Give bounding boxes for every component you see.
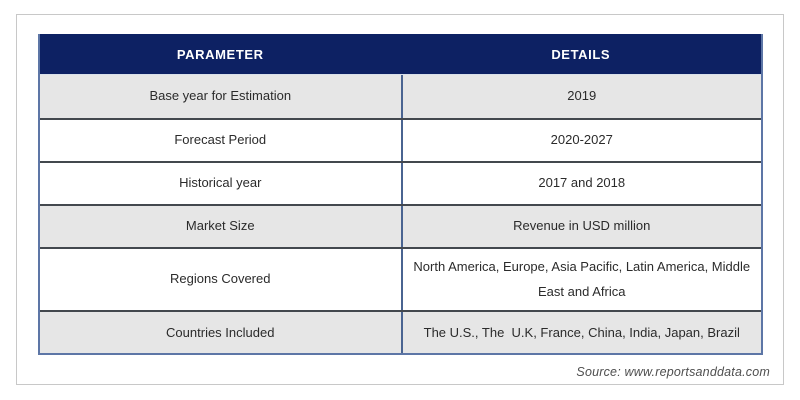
table-header-row: PARAMETER DETAILS [40, 34, 761, 75]
column-header-parameter: PARAMETER [176, 46, 264, 62]
details-cell: 2017 and 2018 [400, 163, 762, 204]
details-cell: The U.S., The U.K, France, China, India,… [400, 312, 762, 354]
report-scope-card: PARAMETER DETAILS Base year for Estimati… [16, 14, 784, 385]
details-cell: North America, Europe, Asia Pacific, Lat… [400, 249, 762, 311]
table-row: Historical year 2017 and 2018 [40, 161, 761, 204]
column-header-details: DETAILS [551, 46, 611, 62]
param-cell: Market Size [185, 218, 255, 234]
param-cell: Forecast Period [174, 132, 267, 148]
details-cell: 2020-2027 [400, 120, 762, 161]
source-caption: Source: www.reportsanddata.com [576, 365, 770, 379]
param-cell: Regions Covered [170, 271, 271, 287]
table-row: Base year for Estimation 2019 [40, 75, 761, 118]
details-cell: Revenue in USD million [400, 206, 762, 247]
table-row: Countries Included The U.S., The U.K, Fr… [40, 310, 762, 354]
param-cell: Historical year [179, 175, 262, 191]
table-row: Forecast Period 2020-2027 [40, 118, 761, 161]
report-scope-table: PARAMETER DETAILS Base year for Estimati… [38, 34, 763, 356]
table-row: Regions Covered North America, Europe, A… [40, 247, 762, 311]
table-row: Market Size Revenue in USD million [40, 204, 761, 247]
details-cell: 2019 [400, 75, 762, 118]
param-cell: Base year for Estimation [149, 88, 292, 104]
param-cell: Countries Included [166, 324, 275, 340]
